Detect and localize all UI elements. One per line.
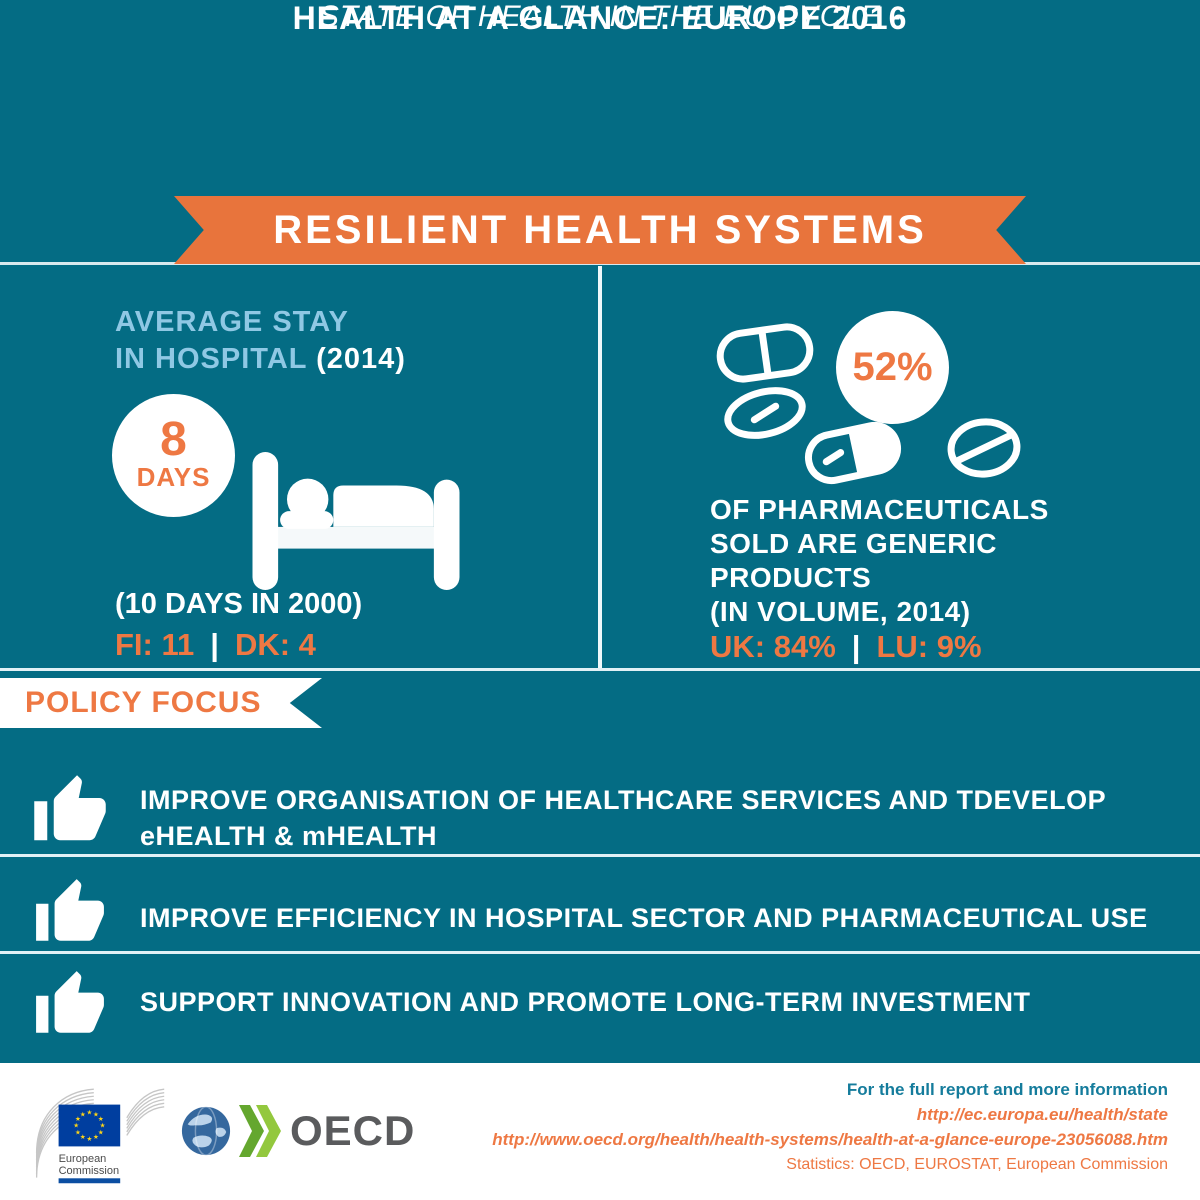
policy-item-2-line1: IMPROVE EFFICIENCY IN HOSPITAL SECTOR AN… [140,903,1148,933]
generics-stat-value: 52% [852,345,933,389]
previous-stat-note: (10 DAYS IN 2000) [115,588,363,620]
ec-link[interactable]: http://ec.europa.eu/health/state [916,1105,1168,1124]
oval-pill-icon [724,387,806,439]
policy-separator-2 [0,951,1200,954]
european-commission-logo: ★ ★ ★★ ★★ ★★ ★★ ★★ European Commission [35,1088,165,1184]
svg-text:★: ★ [93,1133,99,1141]
filled-capsule-icon [804,421,902,485]
generics-desc-line4: (IN VOLUME, 2014) [710,596,971,627]
svg-text:★: ★ [73,1122,79,1130]
generics-desc-line1: OF PHARMACEUTICALS [710,494,1049,525]
svg-text:★: ★ [80,1110,86,1118]
fi-value: FI: 11 [115,627,195,662]
oecd-chevrons-icon [239,1105,281,1157]
avg-stay-heading-line2: IN HOSPITAL (2014) [115,343,406,376]
right-extremes-line: UK: 84% | LU: 9% [710,629,982,665]
policy-item-1: IMPROVE ORGANISATION OF HEALTHCARE SERVI… [140,782,1106,854]
banner-ribbon: RESILIENT HEALTH SYSTEMS [174,196,1026,264]
eu-stars: ★ ★ ★★ ★★ ★★ ★★ ★★ [73,1109,105,1143]
uk-value: UK: 84% [710,629,836,664]
svg-text:★: ★ [80,1133,86,1141]
svg-text:★: ★ [100,1122,106,1130]
banner-label: RESILIENT HEALTH SYSTEMS [273,207,927,252]
policy-item-1-line2: eHEALTH & mHEALTH [140,821,437,851]
avg-stay-heading-text: IN HOSPITAL [115,343,307,375]
policy-separator-1 [0,854,1200,857]
extremes-divider: | [210,627,219,662]
oecd-logo: OECD [180,1104,415,1158]
avg-stay-year-label: (2014) [316,343,406,375]
svg-text:★: ★ [86,1135,92,1143]
oecd-link[interactable]: http://www.oecd.org/health/health-system… [492,1130,1168,1149]
lu-value: LU: 9% [876,629,982,664]
ec-label-line1: European [59,1153,107,1165]
footer-info-heading: For the full report and more information [846,1080,1168,1099]
ec-label-line2: Commission [59,1165,120,1177]
days-stat-badge: 8 DAYS [112,394,235,517]
policy-item-3-line1: SUPPORT INNOVATION AND PROMOTE LONG-TERM… [140,987,1031,1017]
policy-top-separator [0,668,1200,671]
svg-text:★: ★ [75,1128,81,1136]
tablet-icon [947,418,1021,478]
capsule-icon [716,323,814,383]
extremes-divider-2: | [851,629,861,664]
thumbs-up-icon [36,879,104,941]
footer-info-block: For the full report and more information… [492,1080,1168,1174]
generics-desc-line3: PRODUCTS [710,562,872,593]
column-divider [598,266,602,668]
policy-item-2: IMPROVE EFFICIENCY IN HOSPITAL SECTOR AN… [140,900,1148,936]
statistics-credit: Statistics: OECD, EUROSTAT, European Com… [786,1156,1168,1173]
ec-underline [58,1178,121,1184]
eu-flag [58,1104,121,1147]
svg-text:★: ★ [75,1115,81,1123]
svg-text:★: ★ [98,1128,104,1136]
svg-text:★: ★ [86,1109,92,1117]
generics-stat-badge: 52% [836,311,949,424]
hospital-bed-icon [252,452,460,590]
thumbs-up-icon [36,971,104,1033]
globe-icon [181,1106,231,1156]
policy-item-3: SUPPORT INNOVATION AND PROMOTE LONG-TERM… [140,984,1031,1020]
svg-text:★: ★ [93,1110,99,1118]
page-subtitle: - STATE OF HEALTH IN THE EU CYCLE - [298,0,902,33]
avg-stay-heading-line1: AVERAGE STAY [115,306,349,338]
generics-desc-line2: SOLD ARE GENERIC [710,528,997,559]
policy-focus-ribbon: POLICY FOCUS [0,678,322,728]
oecd-label: OECD [290,1107,416,1154]
dk-value: DK: 4 [234,627,316,662]
thumbs-up-icon [34,775,106,841]
policy-focus-heading: POLICY FOCUS [25,686,262,719]
svg-text:★: ★ [98,1115,104,1123]
days-stat-unit: DAYS [136,461,211,492]
page-title: HEALTH AT A GLANCE: EUROPE 2016 [292,0,908,36]
policy-item-1-line1: IMPROVE ORGANISATION OF HEALTHCARE SERVI… [140,785,1107,815]
left-extremes-line: FI: 11 | DK: 4 [115,627,316,663]
days-stat-value: 8 [160,413,187,467]
